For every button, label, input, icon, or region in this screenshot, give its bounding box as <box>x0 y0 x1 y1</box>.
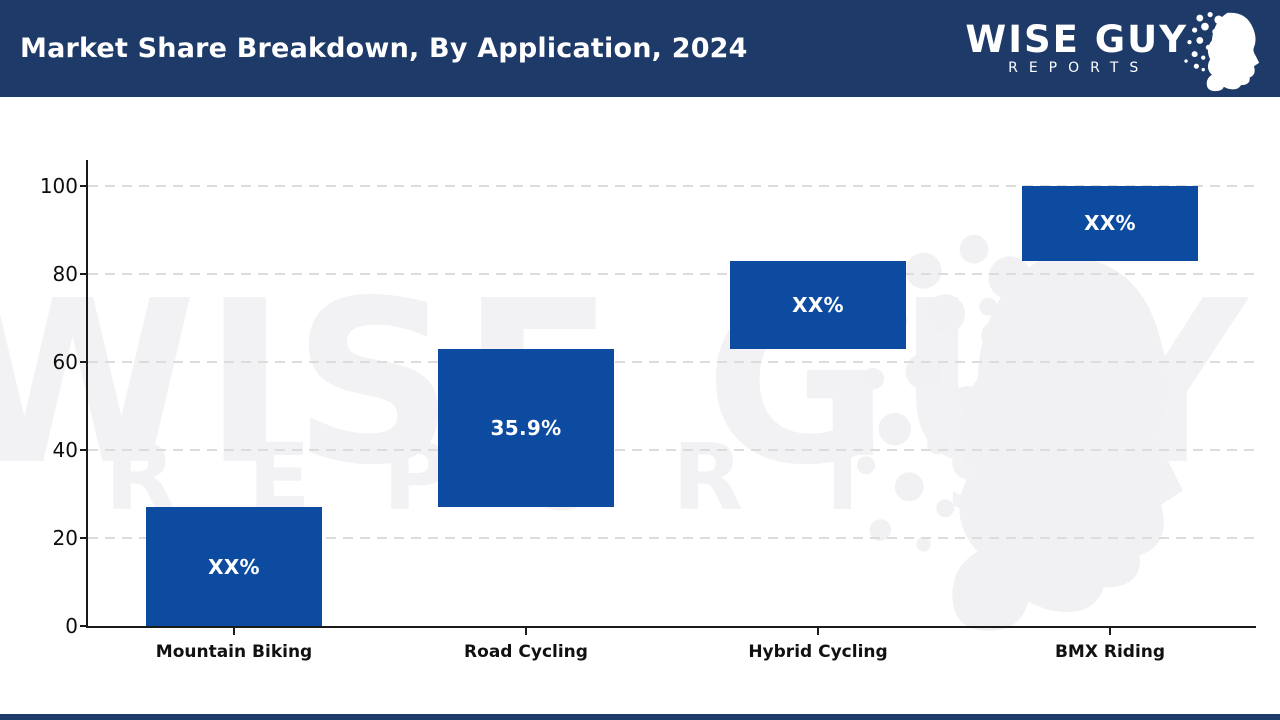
y-tick-100 <box>80 185 88 187</box>
gridline-60 <box>88 361 1256 363</box>
x-tick-3 <box>1109 628 1111 635</box>
x-category-label-1: Road Cycling <box>464 642 588 662</box>
logo-subtitle: REPORTS <box>1008 60 1150 76</box>
page-title: Market Share Breakdown, By Application, … <box>20 33 748 64</box>
bar-value-label: XX% <box>208 554 260 579</box>
x-category-label-3: BMX Riding <box>1054 642 1166 662</box>
watermark-wordmark: WISE GUY <box>0 253 1254 515</box>
footer-bar <box>0 714 1280 720</box>
logo-face-icon <box>1184 11 1260 91</box>
y-axis <box>86 160 88 628</box>
bar-bmx-riding: XX% <box>1022 186 1198 261</box>
y-tick-label-60: 60 <box>52 350 78 374</box>
y-tick-label-0: 0 <box>65 614 78 638</box>
y-tick-40 <box>80 449 88 451</box>
x-axis <box>86 626 1256 628</box>
gridline-20 <box>88 537 1256 539</box>
x-tick-0 <box>233 628 235 635</box>
y-tick-label-80: 80 <box>52 262 78 286</box>
y-tick-label-20: 20 <box>52 526 78 550</box>
bar-hybrid-cycling: XX% <box>730 260 906 350</box>
y-tick-20 <box>80 537 88 539</box>
bar-road-cycling: 35.9% <box>438 349 614 508</box>
bar-mountain-biking: XX% <box>146 507 322 626</box>
bar-value-label: XX% <box>1084 211 1136 236</box>
bar-value-label: XX% <box>792 293 844 318</box>
logo-wordmark: WISE GUY <box>965 18 1188 61</box>
gridline-80 <box>88 273 1256 275</box>
y-tick-80 <box>80 273 88 275</box>
x-category-label-2: Hybrid Cycling <box>748 642 888 662</box>
x-category-label-0: Mountain Biking <box>155 642 313 662</box>
x-tick-2 <box>817 628 819 635</box>
wise-guy-logo: WISE GUY REPORTS <box>965 6 1260 92</box>
bar-value-label: 35.9% <box>490 416 562 441</box>
y-tick-0 <box>80 625 88 627</box>
gridline-40 <box>88 449 1256 451</box>
chart-canvas: WISE GUY REPORTS 020406080100XX%Mountain… <box>0 97 1280 714</box>
x-tick-1 <box>525 628 527 635</box>
y-tick-label-40: 40 <box>52 438 78 462</box>
logo-text: WISE GUY REPORTS <box>965 21 1188 76</box>
y-tick-60 <box>80 361 88 363</box>
y-tick-label-100: 100 <box>39 174 78 198</box>
gridline-100 <box>88 185 1256 187</box>
header-bar: Market Share Breakdown, By Application, … <box>0 0 1280 97</box>
